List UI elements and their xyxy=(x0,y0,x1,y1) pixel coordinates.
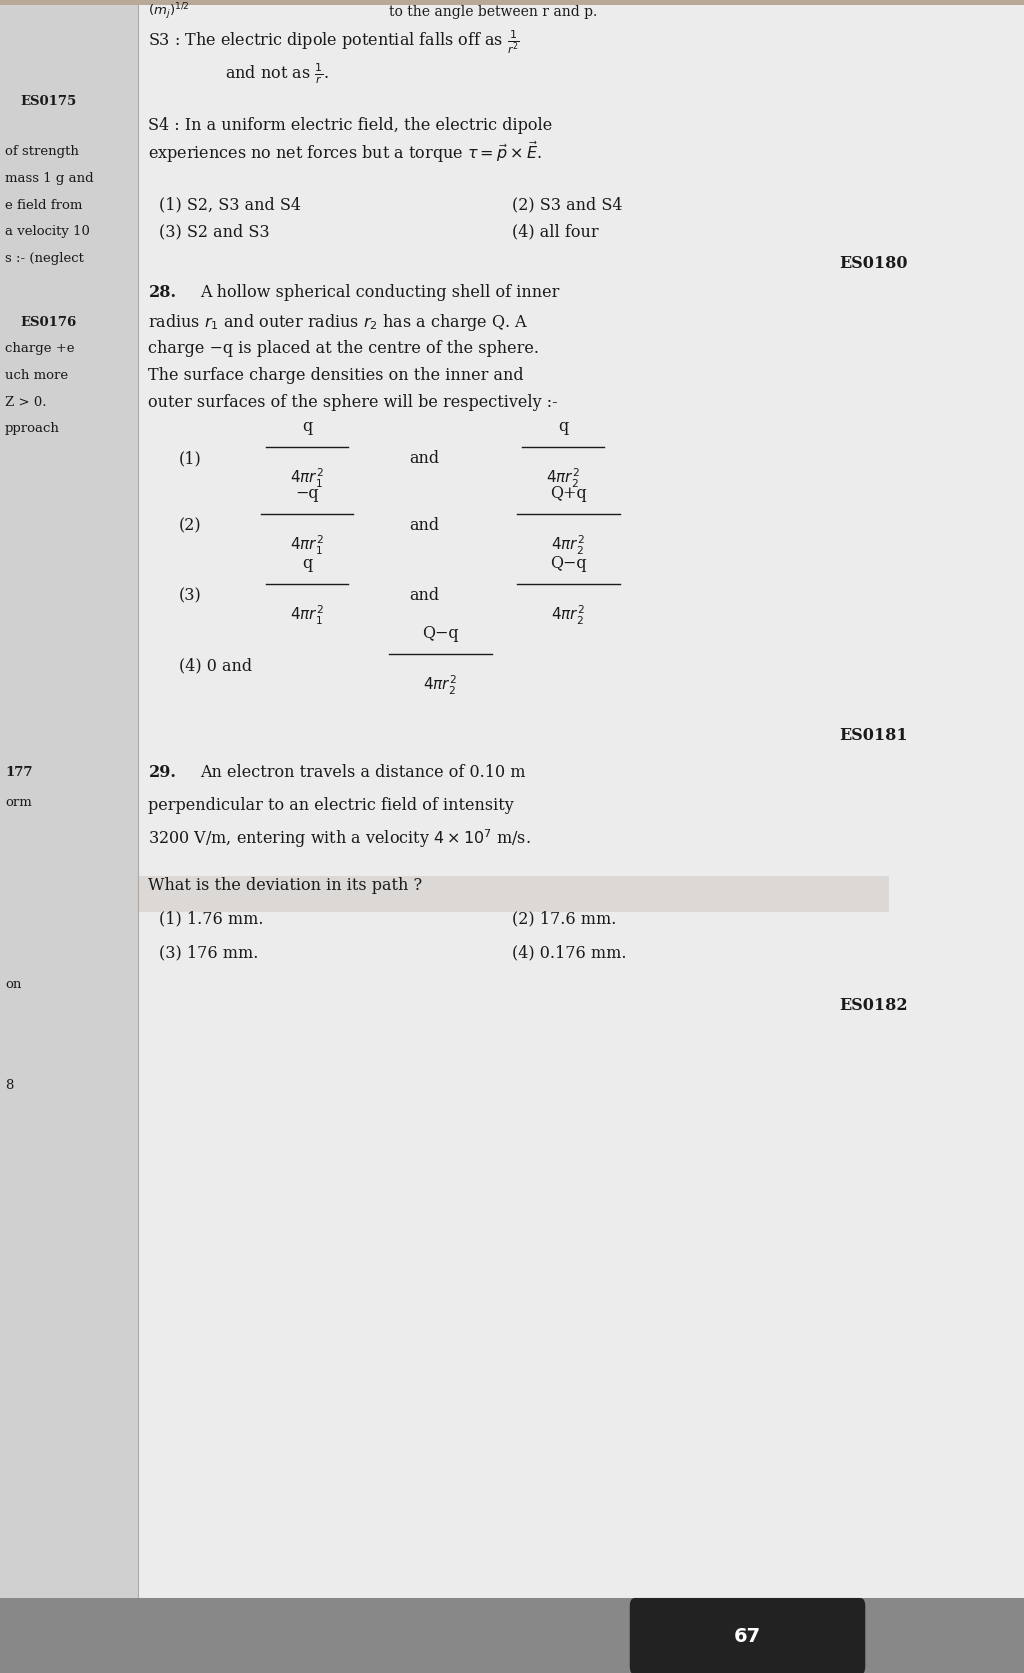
FancyBboxPatch shape xyxy=(137,875,889,912)
Text: and: and xyxy=(410,517,439,534)
Text: 8: 8 xyxy=(5,1079,13,1092)
Text: 28.: 28. xyxy=(148,283,176,301)
Text: uch more: uch more xyxy=(5,370,69,381)
Text: Z > 0.: Z > 0. xyxy=(5,395,47,408)
Text: (2): (2) xyxy=(179,517,202,534)
Text: charge +e: charge +e xyxy=(5,343,75,355)
Text: ES0175: ES0175 xyxy=(20,95,77,109)
Text: q: q xyxy=(302,418,312,435)
Text: (4) 0 and: (4) 0 and xyxy=(179,657,252,674)
Text: S3 : The electric dipole potential falls off as $\frac{1}{r^2}$: S3 : The electric dipole potential falls… xyxy=(148,28,520,55)
Text: ES0180: ES0180 xyxy=(840,256,908,273)
Text: experiences no net forces but a torque $\tau = \vec{p}\times\vec{E}$.: experiences no net forces but a torque $… xyxy=(148,139,543,164)
Text: a velocity 10: a velocity 10 xyxy=(5,226,90,239)
Text: ES0181: ES0181 xyxy=(840,728,908,744)
Text: and: and xyxy=(410,587,439,604)
Text: (4) 0.176 mm.: (4) 0.176 mm. xyxy=(512,944,627,960)
Text: $4\pi r_2^2$: $4\pi r_2^2$ xyxy=(552,604,585,627)
Text: $4\pi r_1^2$: $4\pi r_1^2$ xyxy=(291,604,324,627)
Text: A hollow spherical conducting shell of inner: A hollow spherical conducting shell of i… xyxy=(200,283,559,301)
Text: ES0176: ES0176 xyxy=(20,316,77,328)
Text: What is the deviation in its path ?: What is the deviation in its path ? xyxy=(148,877,423,895)
Text: 177: 177 xyxy=(5,766,33,780)
Text: and not as $\frac{1}{r}$.: and not as $\frac{1}{r}$. xyxy=(225,62,330,85)
Text: $(m_j)^{1/2}$: $(m_j)^{1/2}$ xyxy=(148,2,190,22)
Text: (1): (1) xyxy=(179,450,202,467)
Text: on: on xyxy=(5,977,22,990)
Text: (1) 1.76 mm.: (1) 1.76 mm. xyxy=(159,910,263,927)
Text: perpendicular to an electric field of intensity: perpendicular to an electric field of in… xyxy=(148,798,514,815)
Text: charge −q is placed at the centre of the sphere.: charge −q is placed at the centre of the… xyxy=(148,340,540,358)
Text: (1) S2, S3 and S4: (1) S2, S3 and S4 xyxy=(159,197,301,214)
Text: pproach: pproach xyxy=(5,422,60,435)
Text: q: q xyxy=(302,555,312,572)
Text: Q−q: Q−q xyxy=(550,555,587,572)
Text: s :- (neglect: s :- (neglect xyxy=(5,253,84,264)
Text: 67: 67 xyxy=(734,1626,761,1646)
Text: q: q xyxy=(558,418,568,435)
Text: to the angle between r and p.: to the angle between r and p. xyxy=(389,5,597,18)
Text: (3) S2 and S3: (3) S2 and S3 xyxy=(159,224,269,241)
Text: 29.: 29. xyxy=(148,765,176,781)
Text: (3): (3) xyxy=(179,587,202,604)
Text: S4 : In a uniform electric field, the electric dipole: S4 : In a uniform electric field, the el… xyxy=(148,117,553,134)
Text: Q+q: Q+q xyxy=(550,485,587,502)
Text: $4\pi r_2^2$: $4\pi r_2^2$ xyxy=(424,674,457,698)
Text: The surface charge densities on the inner and: The surface charge densities on the inne… xyxy=(148,366,524,383)
FancyBboxPatch shape xyxy=(0,1598,1024,1673)
Text: (3) 176 mm.: (3) 176 mm. xyxy=(159,944,258,960)
Text: $4\pi r_2^2$: $4\pi r_2^2$ xyxy=(552,534,585,557)
Text: $4\pi r_2^2$: $4\pi r_2^2$ xyxy=(547,467,580,490)
Text: An electron travels a distance of 0.10 m: An electron travels a distance of 0.10 m xyxy=(200,765,525,781)
Text: radius $r_1$ and outer radius $r_2$ has a charge Q. A: radius $r_1$ and outer radius $r_2$ has … xyxy=(148,311,529,333)
Text: Q−q: Q−q xyxy=(422,626,459,642)
FancyBboxPatch shape xyxy=(630,1598,865,1673)
Text: 3200 V/m, entering with a velocity $4 \times 10^7$ m/s.: 3200 V/m, entering with a velocity $4 \t… xyxy=(148,828,531,850)
Text: outer surfaces of the sphere will be respectively :-: outer surfaces of the sphere will be res… xyxy=(148,393,558,410)
Text: (2) S3 and S4: (2) S3 and S4 xyxy=(512,197,623,214)
Text: −q: −q xyxy=(295,485,319,502)
Text: of strength: of strength xyxy=(5,146,79,159)
FancyBboxPatch shape xyxy=(0,5,138,1673)
Text: mass 1 g and: mass 1 g and xyxy=(5,172,94,186)
Text: (4) all four: (4) all four xyxy=(512,224,599,241)
Text: (2) 17.6 mm.: (2) 17.6 mm. xyxy=(512,910,616,927)
Text: and: and xyxy=(410,450,439,467)
Text: e field from: e field from xyxy=(5,199,83,212)
Text: $4\pi r_1^2$: $4\pi r_1^2$ xyxy=(291,467,324,490)
Text: orm: orm xyxy=(5,796,32,808)
Text: $4\pi r_1^2$: $4\pi r_1^2$ xyxy=(291,534,324,557)
FancyBboxPatch shape xyxy=(0,5,1024,1673)
Text: ES0182: ES0182 xyxy=(840,997,908,1014)
